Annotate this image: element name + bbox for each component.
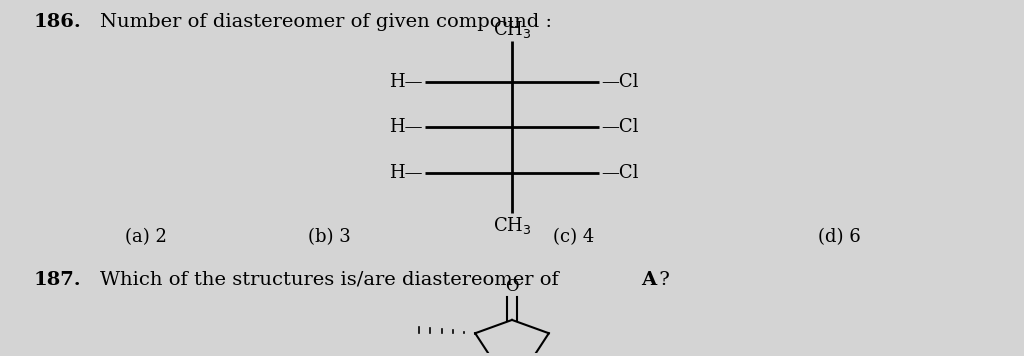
- Text: Which of the structures is/are diastereomer of: Which of the structures is/are diastereo…: [99, 271, 564, 289]
- Text: CH$_3$: CH$_3$: [493, 215, 531, 236]
- Text: ?: ?: [652, 271, 670, 289]
- Text: O: O: [505, 278, 519, 295]
- Text: (d) 6: (d) 6: [817, 229, 860, 247]
- Text: —Cl: —Cl: [602, 164, 639, 182]
- Text: (c) 4: (c) 4: [553, 229, 594, 247]
- Text: H—: H—: [389, 118, 422, 136]
- Text: —Cl: —Cl: [602, 118, 639, 136]
- Text: —Cl: —Cl: [602, 73, 639, 91]
- Text: Number of diastereomer of given compound :: Number of diastereomer of given compound…: [99, 13, 552, 31]
- Text: H—: H—: [389, 164, 422, 182]
- Text: A: A: [641, 271, 656, 289]
- Text: H—: H—: [389, 73, 422, 91]
- Text: 186.: 186.: [34, 13, 81, 31]
- Text: CH$_3$: CH$_3$: [493, 19, 531, 40]
- Text: (a) 2: (a) 2: [125, 229, 167, 247]
- Text: 187.: 187.: [34, 271, 81, 289]
- Text: (b) 3: (b) 3: [308, 229, 351, 247]
